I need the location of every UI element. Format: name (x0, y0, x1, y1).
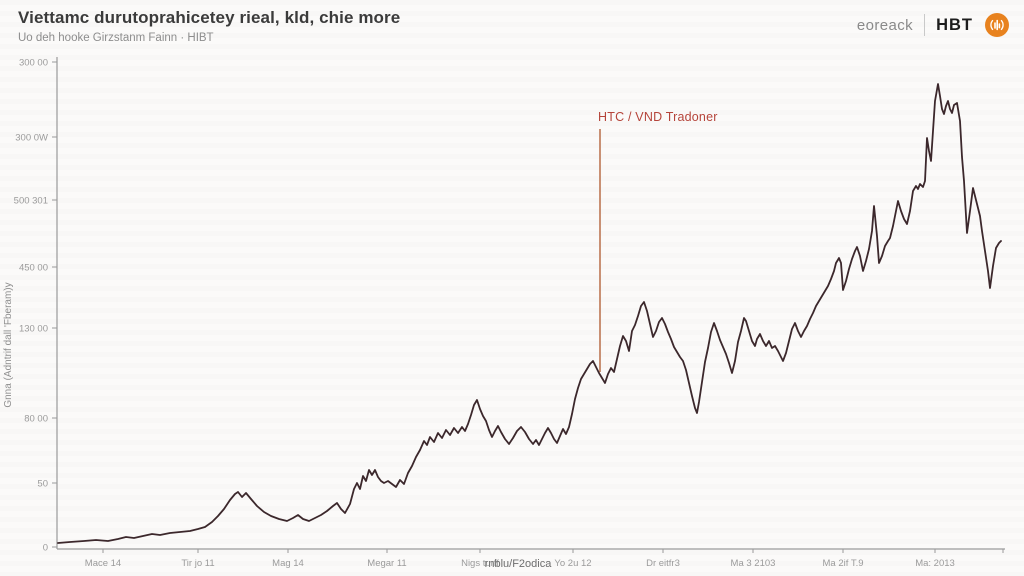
y-tick-label: 80 00 (24, 414, 48, 425)
brand-block: eoreack HBT (857, 12, 1010, 38)
x-tick-label: Megar 11 (367, 558, 406, 569)
brand-wordmark: eoreack (856, 16, 914, 34)
y-axis-title: Gnna (Adntrif dall 'Fberam)y (3, 282, 14, 408)
x-tick-label: Nigs turff (461, 558, 499, 569)
page-title: Viettamc durutoprahicetey rieal, kld, ch… (18, 8, 401, 27)
x-tick-label: Ma 3 2103 (731, 558, 776, 569)
x-axis-title: rnblu/F2odica (484, 558, 552, 570)
brand-divider (924, 14, 926, 36)
y-tick-label: 450 00 (19, 263, 48, 274)
x-tick-label: Ma 2if T.9 (822, 558, 863, 569)
brand-name: HBT (936, 15, 973, 34)
annotation-label: HTC / VND Tradoner (598, 110, 718, 124)
chart-header: Viettamc durutoprahicetey rieal, kld, ch… (18, 8, 400, 44)
x-tick-label: Mace 14 (85, 558, 121, 569)
x-tick-label: Tir jo 11 (181, 558, 214, 569)
y-tick-label: 50 (37, 479, 48, 490)
signal-bars-in-orange-circle-icon (985, 13, 1009, 37)
price-line (57, 83, 1002, 544)
y-tick-label: 130 00 (19, 324, 48, 335)
y-tick-label: 0 (43, 543, 48, 554)
x-tick-label: Dr eitfr3 (646, 558, 680, 569)
x-tick-label: Mag 14 (272, 558, 304, 569)
page-subtitle: Uo deh hooke Girzstanm Fainn · HIBT (18, 32, 214, 44)
x-tick-label: Yo 2u 12 (554, 558, 591, 569)
y-tick-label: 300 00 (19, 58, 48, 69)
y-tick-label: 500 301 (14, 196, 48, 207)
x-tick-label: Ma: 2013 (915, 558, 955, 569)
y-tick-label: 300 0W (15, 133, 48, 144)
